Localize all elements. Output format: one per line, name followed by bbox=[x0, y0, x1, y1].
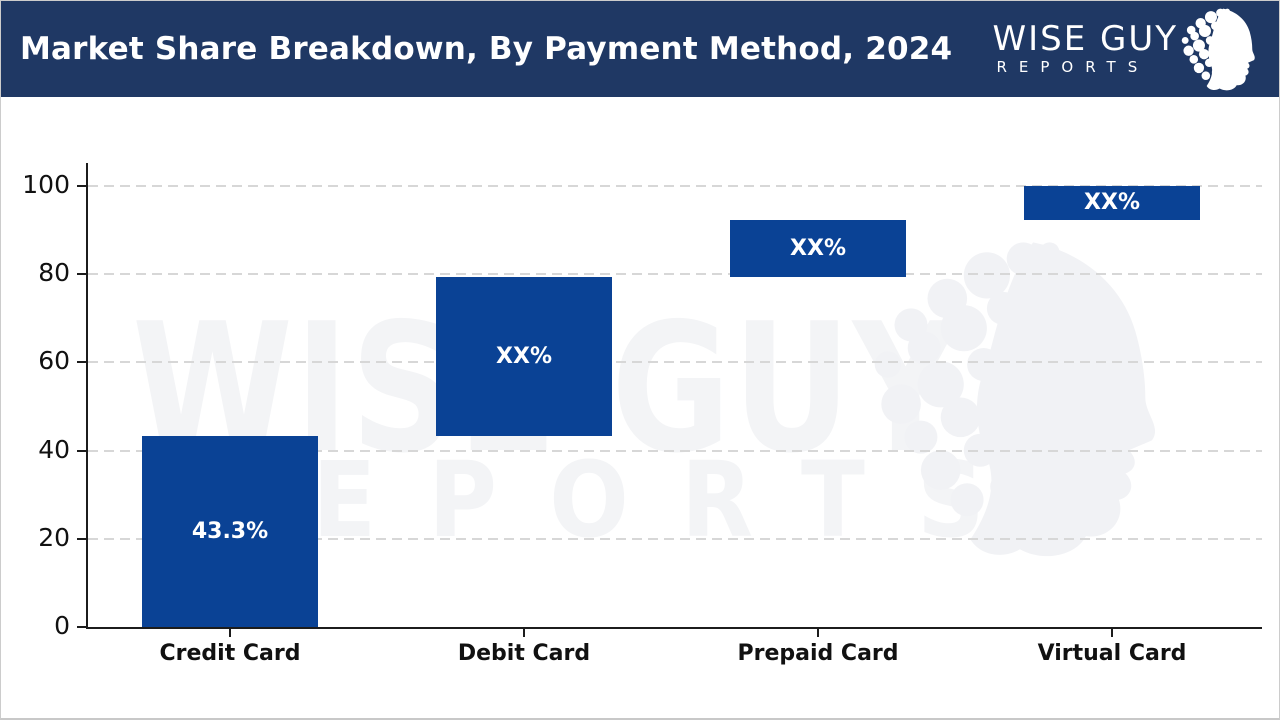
x-tick bbox=[523, 629, 525, 637]
header: Market Share Breakdown, By Payment Metho… bbox=[0, 0, 1280, 97]
brand-logo: WISE GUY REPORTS bbox=[992, 6, 1260, 92]
y-tick-label: 60 bbox=[38, 346, 70, 376]
bar-value-label-credit-card: 43.3% bbox=[191, 519, 269, 545]
y-tick bbox=[77, 537, 86, 540]
y-tick-label: 40 bbox=[38, 434, 70, 464]
x-category-label-debit-card: Debit Card bbox=[457, 641, 591, 666]
y-tick bbox=[77, 361, 86, 364]
bar-value-label-prepaid-card: XX% bbox=[790, 236, 846, 262]
gridline bbox=[88, 537, 1262, 540]
y-tick bbox=[77, 626, 86, 628]
watermark-text-secondary: REPORTS bbox=[188, 439, 1037, 561]
y-tick-label: 20 bbox=[38, 522, 70, 552]
plot-region: 0 20 40 60 80 100 43.3% Credit Card XX% Debit Car… bbox=[0, 97, 1280, 720]
y-axis-line bbox=[86, 163, 88, 629]
chart-title: Market Share Breakdown, By Payment Metho… bbox=[20, 30, 953, 67]
gridline bbox=[88, 361, 1262, 364]
y-tick-label: 0 bbox=[54, 611, 70, 640]
bar-prepaid-card: XX% bbox=[730, 219, 906, 278]
x-axis-line bbox=[86, 627, 1262, 629]
bar-virtual-card: XX% bbox=[1024, 186, 1200, 220]
gridline bbox=[88, 449, 1262, 452]
y-tick bbox=[77, 449, 86, 452]
y-tick bbox=[77, 273, 86, 276]
y-tick bbox=[77, 185, 86, 187]
bar-value-label-virtual-card: XX% bbox=[1084, 190, 1140, 216]
logo-wordmark: WISE GUY bbox=[992, 19, 1178, 59]
x-category-label-virtual-card: Virtual Card bbox=[1037, 641, 1187, 666]
chart-area: WISE GUY REPORTS 0 20 40 60 80 100 43.3% Credit… bbox=[0, 97, 1280, 720]
y-tick-label: 80 bbox=[38, 258, 70, 288]
logo-text: WISE GUY REPORTS bbox=[992, 22, 1178, 75]
gridline bbox=[88, 273, 1262, 276]
x-tick bbox=[1111, 629, 1113, 637]
bar-debit-card: XX% bbox=[436, 277, 612, 437]
x-category-label-prepaid-card: Prepaid Card bbox=[737, 641, 899, 666]
logo-subtext: REPORTS bbox=[996, 58, 1150, 76]
x-tick bbox=[229, 629, 231, 637]
bar-value-label-debit-card: XX% bbox=[496, 344, 552, 370]
x-tick bbox=[817, 629, 819, 637]
wiseguy-face-icon bbox=[1181, 8, 1255, 90]
bar-credit-card: 43.3% bbox=[142, 436, 318, 627]
y-tick-label: 100 bbox=[22, 170, 70, 199]
x-category-label-credit-card: Credit Card bbox=[159, 641, 301, 666]
gridline bbox=[88, 185, 1262, 187]
